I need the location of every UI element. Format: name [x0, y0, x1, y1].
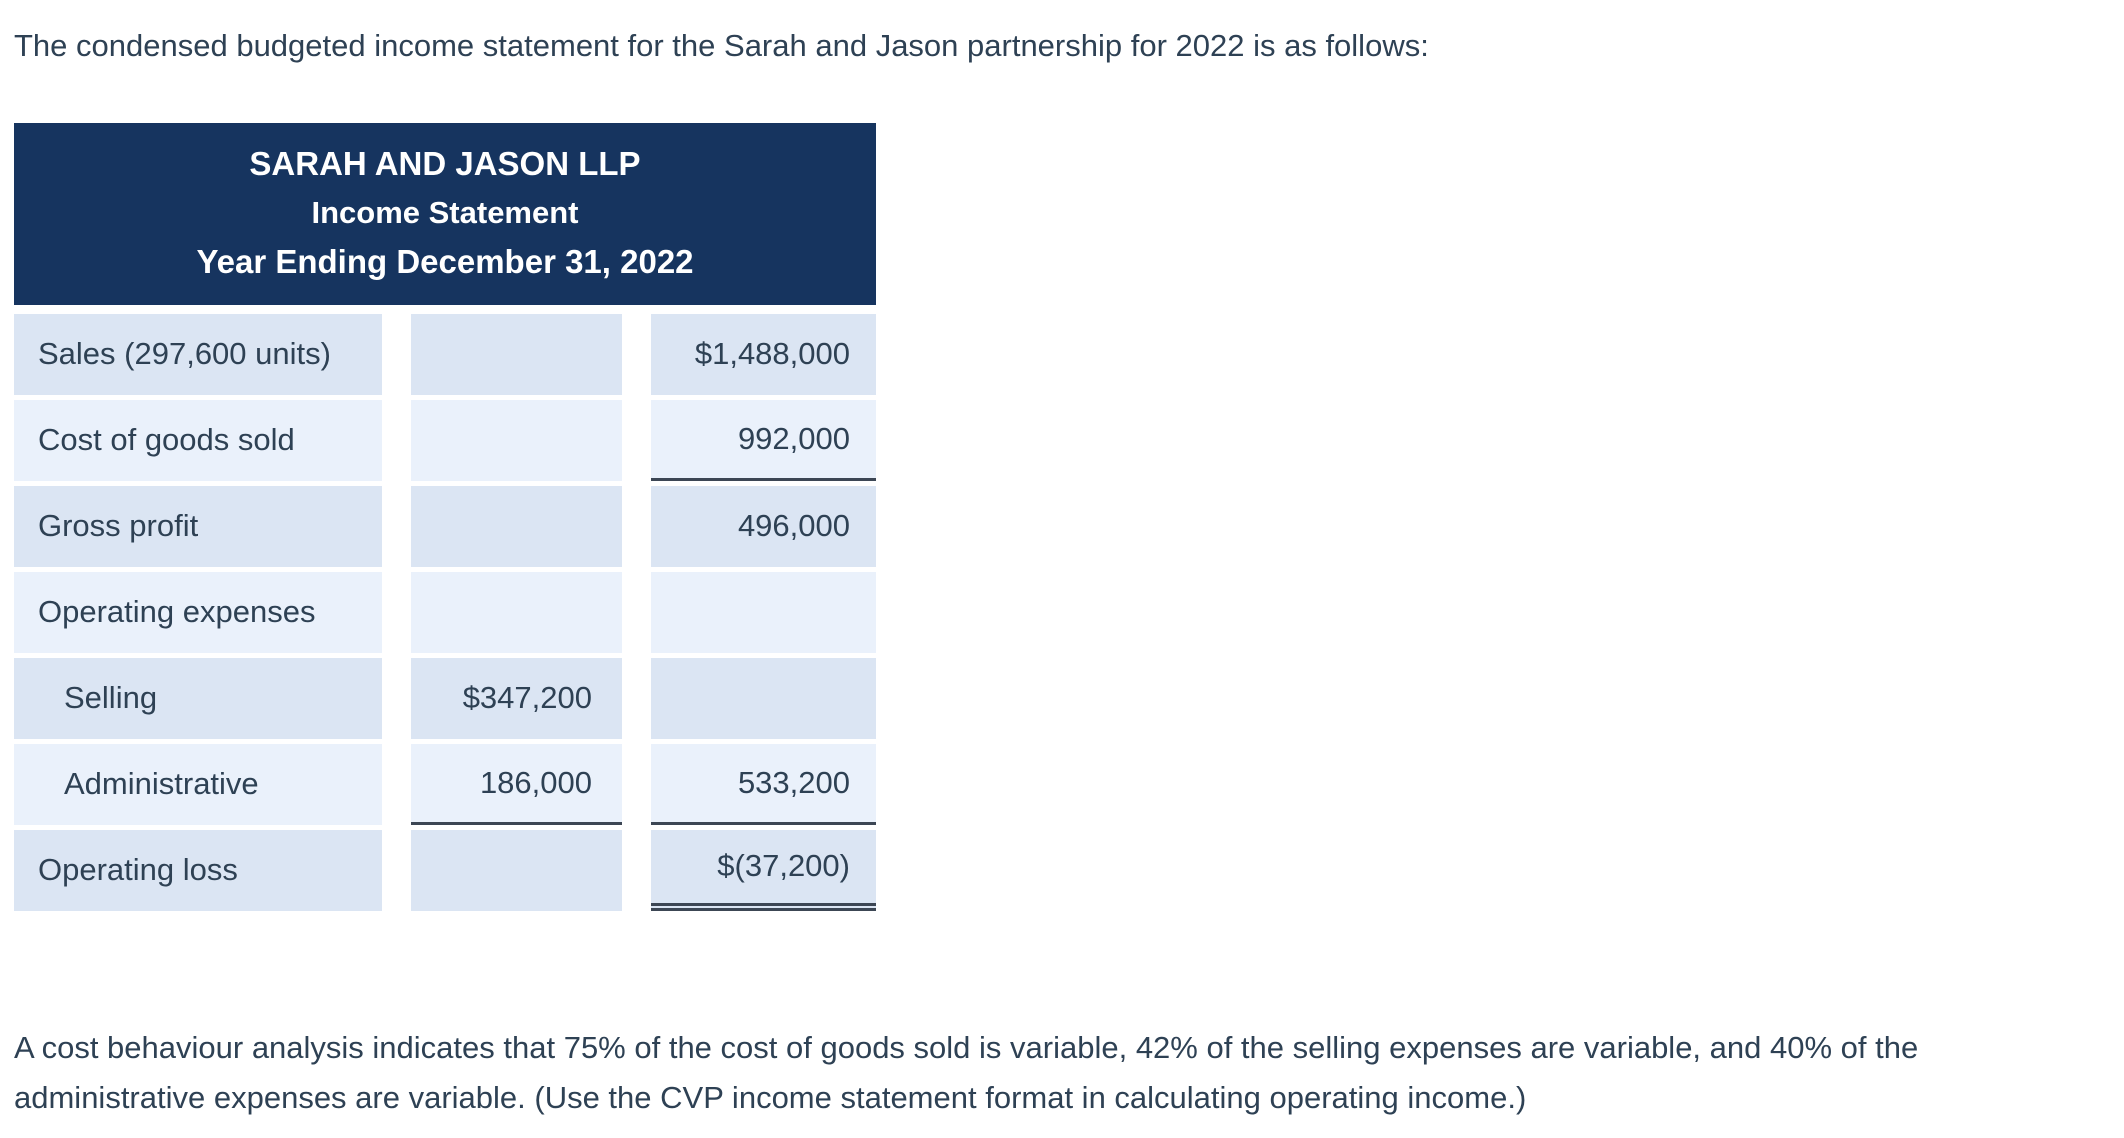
amount2-cell: $(37,200): [651, 829, 876, 911]
amount2-cell: 992,000: [651, 399, 876, 481]
amount2-cell: 533,200: [651, 743, 876, 825]
row-administrative: Administrative 186,000 533,200: [14, 743, 876, 825]
amount2-cell: 496,000: [651, 485, 876, 567]
amount1-cell: [411, 485, 622, 567]
amount1-cell: [411, 399, 622, 481]
row-operating-loss: Operating loss $(37,200): [14, 829, 876, 911]
company-name: SARAH AND JASON LLP: [249, 144, 641, 182]
label-cell: Operating loss: [14, 829, 382, 911]
cost-behaviour-note: A cost behaviour analysis indicates that…: [14, 1029, 1919, 1116]
label-cell: Gross profit: [14, 485, 382, 567]
row-selling: Selling $347,200: [14, 657, 876, 739]
row-operating-expenses: Operating expenses: [14, 571, 876, 653]
statement-title: Income Statement: [311, 194, 579, 230]
label-cell: Cost of goods sold: [14, 399, 382, 481]
statement-period: Year Ending December 31, 2022: [196, 242, 694, 280]
amount1-cell: 186,000: [411, 743, 622, 825]
label-cell: Sales (297,600 units): [14, 313, 382, 395]
income-statement: SARAH AND JASON LLP Income Statement Yea…: [14, 122, 876, 911]
label-cell: Administrative: [14, 743, 382, 825]
amount2-cell: $1,488,000: [651, 313, 876, 395]
amount1-cell: [411, 571, 622, 653]
label-cell: Operating expenses: [14, 571, 382, 653]
amount2-cell: [651, 571, 876, 653]
row-sales: Sales (297,600 units) $1,488,000: [14, 313, 876, 395]
row-gross-profit: Gross profit 496,000: [14, 485, 876, 567]
amount1-cell: [411, 313, 622, 395]
amount1-cell: $347,200: [411, 657, 622, 739]
amount1-cell: [411, 829, 622, 911]
row-cost-of-goods-sold: Cost of goods sold 992,000: [14, 399, 876, 481]
intro-text: The condensed budgeted income statement …: [14, 28, 1429, 63]
statement-rows: Sales (297,600 units) $1,488,000 Cost of…: [14, 313, 876, 911]
label-cell: Selling: [14, 657, 382, 739]
statement-header: SARAH AND JASON LLP Income Statement Yea…: [14, 122, 876, 305]
amount2-cell: [651, 657, 876, 739]
